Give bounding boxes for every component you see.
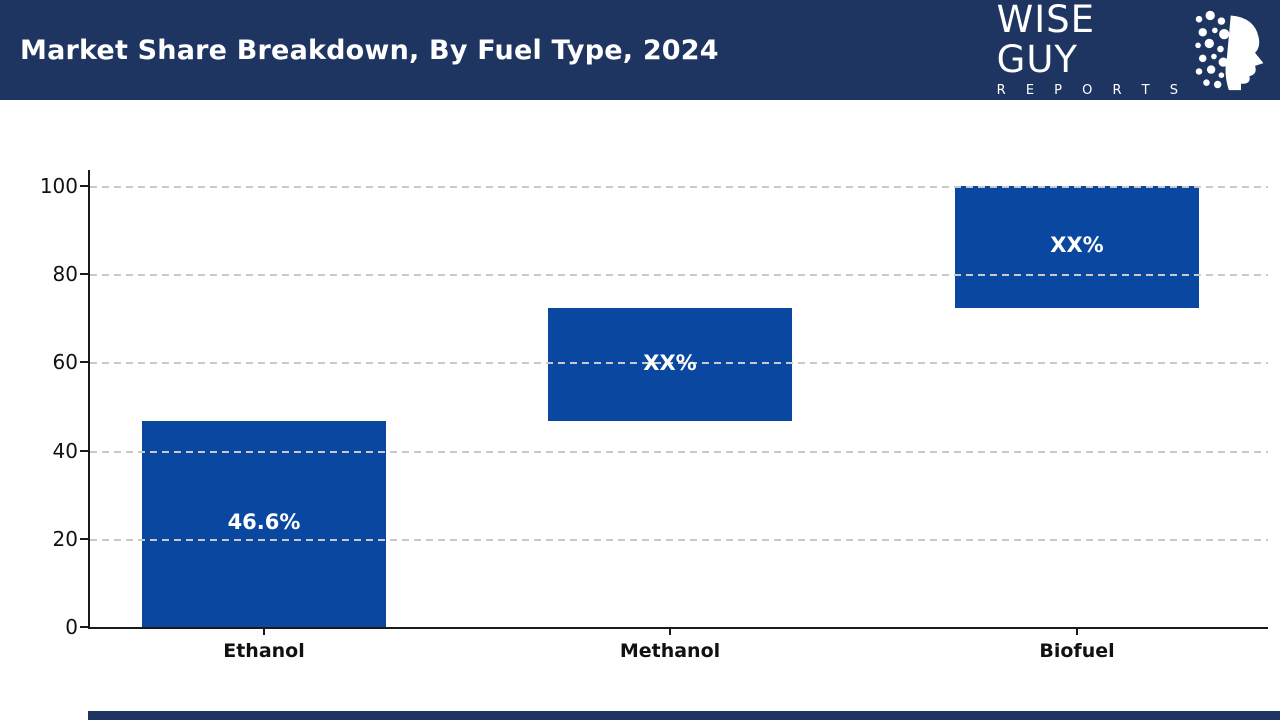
bar-value-label: 46.6%	[227, 510, 301, 535]
brand-subname: R E P O R T S	[996, 83, 1186, 98]
y-gridline	[90, 450, 1268, 453]
brand-logo: WISE GUY R E P O R T S	[997, 0, 1266, 98]
y-tick-mark	[80, 273, 88, 276]
y-tick-mark	[80, 361, 88, 364]
y-tick-label: 20	[52, 526, 78, 551]
bar-segment	[548, 307, 792, 422]
y-tick-mark	[80, 185, 88, 187]
y-tick-mark	[80, 537, 88, 540]
x-tick-mark	[1076, 627, 1078, 635]
x-category-label: Ethanol	[223, 640, 305, 662]
x-tick-mark	[669, 627, 671, 635]
y-tick-label: 0	[65, 615, 78, 639]
brand-logo-text: WISE GUY R E P O R T S	[997, 0, 1186, 100]
bar-value-label: XX%	[643, 350, 697, 375]
face-profile-icon	[1195, 10, 1264, 91]
bar-chart: 0 20 40 60 80 100 46.6% Ethanol XX% Methanol XX% Bi…	[0, 100, 1280, 711]
bar-value-label: XX%	[1050, 232, 1104, 257]
brand-name: WISE GUY	[996, 0, 1096, 81]
y-tick-mark	[80, 449, 88, 452]
x-tick-mark	[263, 627, 265, 635]
y-tick-label: 80	[52, 262, 78, 287]
x-axis-line	[88, 627, 1268, 629]
y-tick-label: 40	[52, 438, 78, 463]
x-category-label: Methanol	[619, 640, 721, 662]
y-gridline	[90, 186, 1268, 188]
y-tick-label: 100	[39, 174, 78, 198]
x-category-label: Biofuel	[1039, 640, 1115, 662]
y-tick-label: 60	[52, 350, 78, 375]
y-gridline	[90, 362, 1268, 365]
y-tick-mark	[80, 626, 88, 628]
bar-segment	[142, 421, 386, 627]
footer-band	[88, 711, 1280, 720]
y-gridline	[90, 274, 1268, 277]
y-axis-line	[88, 170, 90, 629]
page-title: Market Share Breakdown, By Fuel Type, 20…	[20, 34, 719, 66]
bar-segment	[955, 186, 1199, 308]
header-band: Market Share Breakdown, By Fuel Type, 20…	[0, 0, 1280, 100]
y-gridline	[90, 538, 1268, 541]
